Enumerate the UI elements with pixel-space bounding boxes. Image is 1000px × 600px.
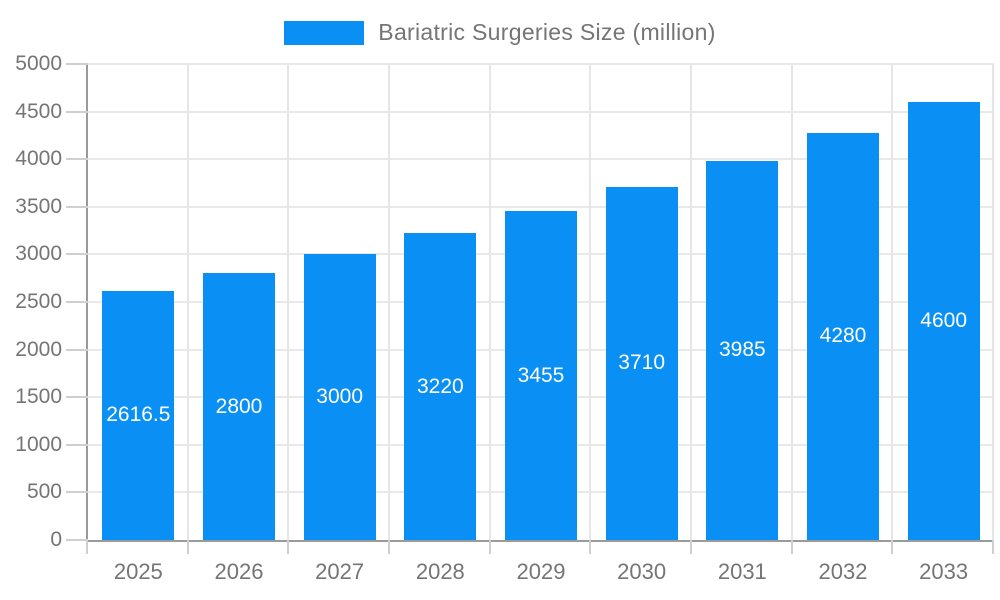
y-axis-tick [66, 158, 88, 161]
x-axis-tick-label: 2029 [516, 559, 566, 584]
bar [404, 233, 477, 540]
x-gridline [992, 64, 994, 540]
bar [807, 132, 879, 540]
y-axis-tick-label: 500 [26, 480, 62, 504]
x-axis-tick [388, 540, 390, 554]
y-axis-tick-label: 3000 [15, 242, 62, 266]
y-gridline [88, 110, 994, 113]
x-gridline [891, 64, 894, 540]
x-axis-tick-label: 2025 [113, 559, 163, 584]
y-axis-tick [66, 348, 88, 351]
y-axis-tick-label: 5000 [15, 52, 62, 75]
chart-legend[interactable]: Bariatric Surgeries Size (million) [0, 19, 1000, 46]
bar-value-label: 4280 [819, 324, 867, 348]
x-gridline [186, 64, 189, 540]
x-axis-tick-label: 2028 [415, 559, 465, 584]
bar-value-label: 2800 [215, 394, 263, 418]
x-axis-tick-label: 2030 [617, 559, 667, 584]
y-axis-tick [66, 443, 88, 446]
x-axis-tick [488, 540, 491, 554]
bar-value-label: 3000 [316, 385, 364, 409]
x-axis-tick [891, 540, 894, 554]
x-gridline [488, 64, 491, 540]
x-gridline [388, 64, 390, 540]
y-axis-tick-label: 0 [50, 528, 62, 551]
x-axis-line [86, 540, 994, 542]
y-axis-tick-label: 3500 [15, 194, 62, 218]
x-axis-tick [790, 540, 793, 554]
y-axis-tick [66, 63, 88, 65]
bar-value-label: 3985 [718, 338, 766, 362]
bar-value-label: 3710 [618, 351, 666, 375]
x-axis-tick-label: 2033 [919, 559, 969, 584]
bar [102, 290, 175, 540]
x-gridline [690, 64, 692, 540]
x-axis-tick [86, 540, 88, 554]
y-axis-tick-label: 4000 [15, 147, 62, 171]
y-gridline [88, 158, 994, 161]
y-axis-tick [66, 301, 88, 303]
y-axis-tick [66, 539, 88, 541]
y-axis-tick [66, 110, 88, 113]
bar [907, 102, 980, 540]
y-axis-tick-label: 4500 [15, 99, 62, 123]
y-axis-tick [66, 396, 88, 399]
x-gridline [790, 64, 793, 540]
bar [505, 211, 577, 540]
bar-value-label: 3220 [416, 374, 464, 398]
x-axis-tick [589, 540, 592, 554]
bar [605, 186, 678, 540]
bar-value-label: 3455 [517, 363, 565, 387]
x-axis-tick-label: 2026 [214, 559, 264, 584]
y-axis-tick [66, 491, 88, 494]
bar-value-label: 4600 [920, 309, 968, 333]
bar-value-label: 2616.5 [106, 403, 171, 427]
y-axis-tick-label: 2500 [15, 290, 62, 313]
x-axis-tick-label: 2032 [818, 559, 868, 584]
x-axis-tick-label: 2031 [717, 559, 767, 584]
legend-color-swatch [284, 20, 365, 45]
x-axis-tick [186, 540, 189, 554]
bar [203, 273, 275, 540]
y-axis-tick-label: 1500 [15, 385, 62, 409]
plot-area: 2616.5 2800 3000 3220 3455 3710 3985 4280 4600 [66, 63, 994, 554]
legend-series-label: Bariatric Surgeries Size (million) [378, 19, 716, 45]
bar [303, 254, 376, 540]
y-axis-tick-label: 1000 [15, 432, 62, 456]
y-axis-tick [66, 205, 88, 208]
x-axis-tick [992, 540, 994, 554]
y-gridline [88, 63, 994, 65]
x-axis-tick [287, 540, 290, 554]
bar [706, 160, 779, 540]
x-gridline [287, 64, 290, 540]
x-axis-tick [690, 540, 692, 554]
x-gridline [589, 64, 592, 540]
x-axis-tick-label: 2027 [315, 559, 365, 584]
y-axis-tick [66, 253, 88, 256]
y-gridline [88, 205, 994, 208]
y-axis-tick-label: 2000 [15, 337, 62, 361]
